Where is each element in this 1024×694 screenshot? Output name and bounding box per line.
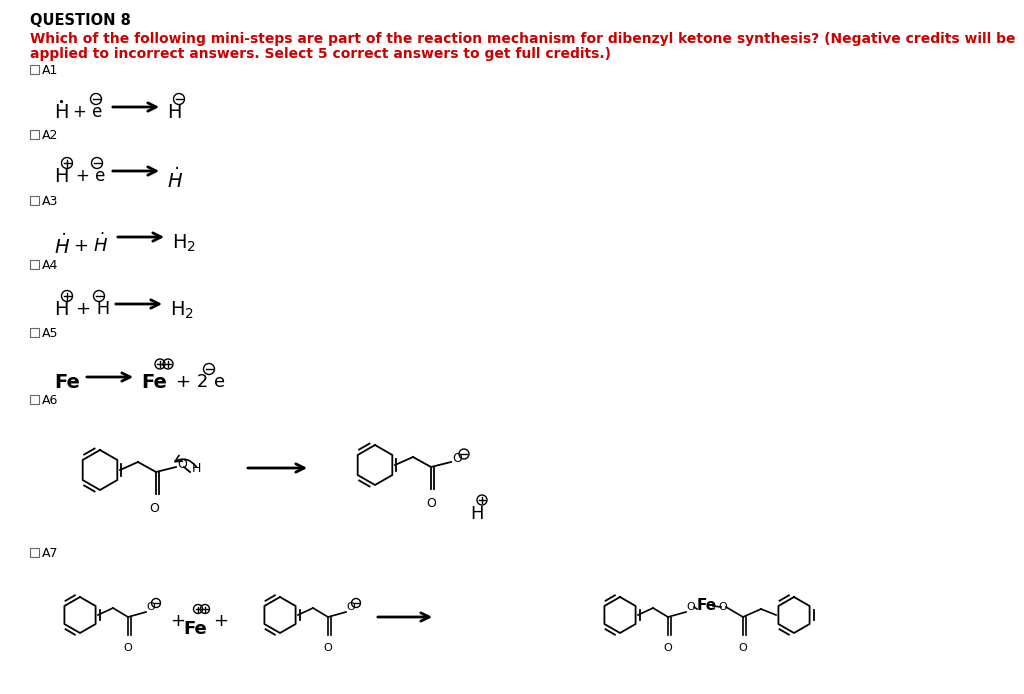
Bar xyxy=(30,260,39,269)
Text: A2: A2 xyxy=(42,129,58,142)
Bar xyxy=(30,328,39,337)
Text: O: O xyxy=(718,602,727,612)
Text: H: H xyxy=(54,167,69,186)
Text: QUESTION 8: QUESTION 8 xyxy=(30,13,131,28)
Text: O: O xyxy=(452,452,462,466)
Text: A3: A3 xyxy=(42,195,58,208)
Text: +: + xyxy=(213,612,228,630)
Text: H: H xyxy=(167,103,181,122)
Text: O: O xyxy=(738,643,748,653)
Bar xyxy=(30,196,39,205)
Text: A4: A4 xyxy=(42,259,58,272)
FancyArrowPatch shape xyxy=(175,455,197,467)
Text: A5: A5 xyxy=(42,327,58,340)
Text: O: O xyxy=(664,643,673,653)
Text: O: O xyxy=(324,643,333,653)
Text: Fe: Fe xyxy=(183,620,207,638)
Text: $\bullet$: $\bullet$ xyxy=(57,96,65,106)
Bar xyxy=(30,65,39,74)
Text: O: O xyxy=(150,502,159,515)
Text: Which of the following mini-steps are part of the reaction mechanism for dibenzy: Which of the following mini-steps are pa… xyxy=(30,32,1016,46)
Text: Fe: Fe xyxy=(697,598,717,613)
Text: Fe: Fe xyxy=(54,373,80,392)
Text: $\dot{H}$: $\dot{H}$ xyxy=(167,167,183,192)
Text: H$_2$: H$_2$ xyxy=(170,300,195,321)
Text: O: O xyxy=(146,602,155,612)
Text: O: O xyxy=(686,602,694,612)
Text: H$_2$: H$_2$ xyxy=(172,233,197,254)
Text: O: O xyxy=(346,602,354,612)
Bar xyxy=(30,130,39,139)
Text: A6: A6 xyxy=(42,394,58,407)
Text: H: H xyxy=(54,103,69,122)
Text: O: O xyxy=(426,497,436,510)
Text: + 2 e: + 2 e xyxy=(176,373,225,391)
Text: +: + xyxy=(170,612,185,630)
Text: A7: A7 xyxy=(42,547,58,560)
Text: H: H xyxy=(54,300,69,319)
Text: A1: A1 xyxy=(42,64,58,77)
Text: Fe: Fe xyxy=(141,373,167,392)
Text: + $\dot{H}$: + $\dot{H}$ xyxy=(73,233,109,256)
Text: applied to incorrect answers. Select 5 correct answers to get full credits.): applied to incorrect answers. Select 5 c… xyxy=(30,47,611,61)
Text: O: O xyxy=(124,643,132,653)
Text: + e: + e xyxy=(73,103,102,121)
Text: $\dot{H}$: $\dot{H}$ xyxy=(54,233,70,257)
Text: O: O xyxy=(177,457,186,471)
Text: H: H xyxy=(470,505,483,523)
Bar xyxy=(30,395,39,404)
Text: + e: + e xyxy=(76,167,105,185)
Bar xyxy=(30,548,39,557)
Text: + H: + H xyxy=(76,300,111,318)
Text: H: H xyxy=(193,462,202,475)
